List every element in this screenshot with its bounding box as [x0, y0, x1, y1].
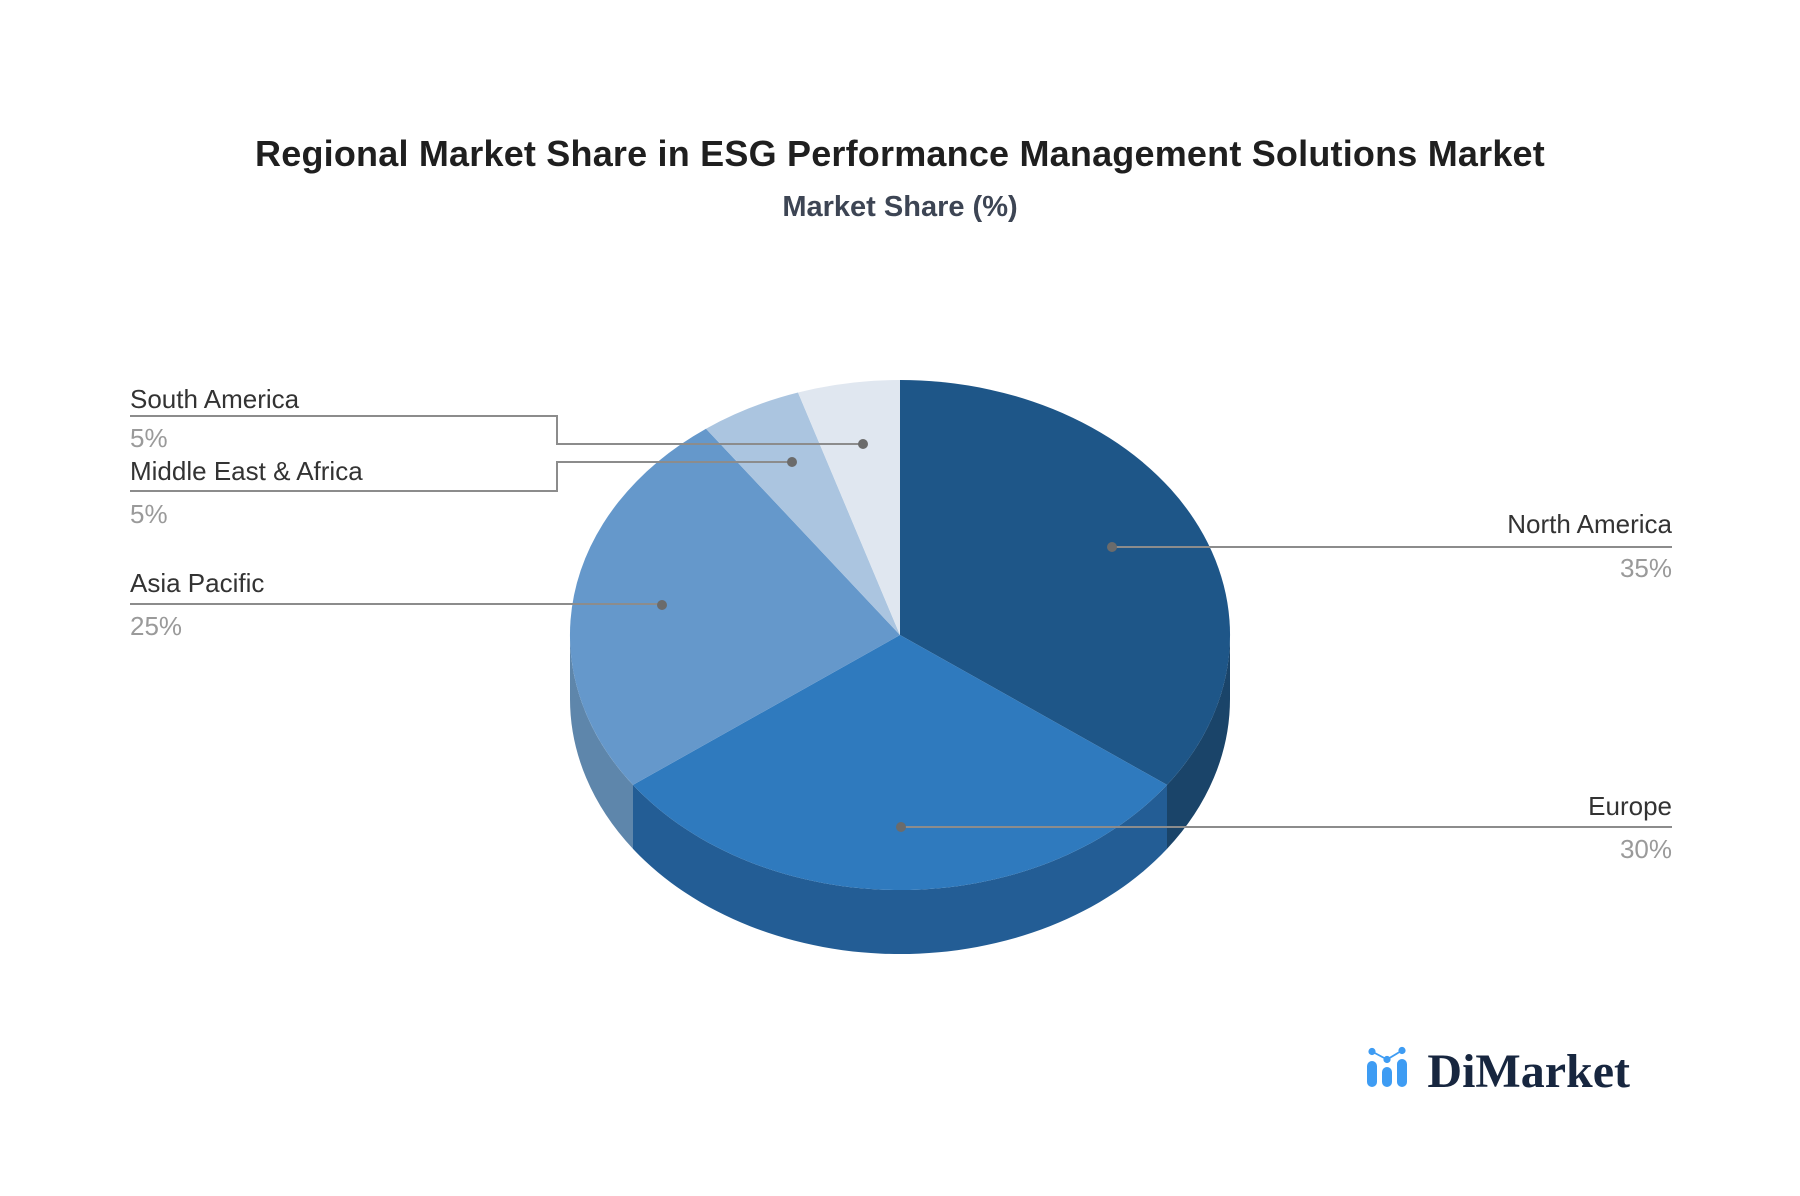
- leader-dots: [657, 439, 1117, 832]
- leader-dot-europe: [896, 822, 906, 832]
- slice-value-europe: 30%: [1619, 834, 1672, 864]
- slice-label-asia-pacific: Asia Pacific: [130, 568, 265, 598]
- slice-label-europe: Europe: [1588, 791, 1672, 821]
- leader-line-middle-east-africa: [130, 461, 792, 492]
- pie-slice-north-america: [900, 380, 1231, 785]
- pie-slice-side-north-america: [1167, 635, 1230, 849]
- chart-title: Regional Market Share in ESG Performance…: [255, 133, 1545, 174]
- leader-line-south-america: [130, 415, 863, 445]
- slice-value-middle-east-africa: 5%: [130, 499, 168, 529]
- chart-subtitle: Market Share (%): [782, 191, 1018, 223]
- bar-chart-icon: [1367, 1046, 1407, 1087]
- pie-top-faces: [569, 380, 1231, 891]
- leader-dot-middle-east-africa: [787, 457, 797, 467]
- leader-dot-north-america: [1107, 542, 1117, 552]
- leader-lines: [130, 415, 1672, 828]
- slice-value-north-america: 35%: [1619, 553, 1672, 583]
- slice-label-north-america: North America: [1507, 509, 1672, 539]
- pie-slice-side-asia-pacific: [570, 635, 633, 849]
- slice-value-south-america: 5%: [130, 423, 168, 453]
- pie-slice-side-europe: [633, 784, 1167, 955]
- slice-label-middle-east-africa: Middle East & Africa: [130, 456, 363, 486]
- pie-slice-asia-pacific: [569, 428, 900, 785]
- leader-dot-south-america: [858, 439, 868, 449]
- slice-label-south-america: South America: [130, 384, 300, 414]
- pie-side-walls: [570, 635, 1230, 955]
- slice-value-asia-pacific: 25%: [130, 611, 183, 641]
- pie-slice-middle-east-africa: [706, 392, 900, 635]
- logo-wordmark: DiMarket: [1427, 1045, 1630, 1098]
- leader-dot-asia-pacific: [657, 600, 667, 610]
